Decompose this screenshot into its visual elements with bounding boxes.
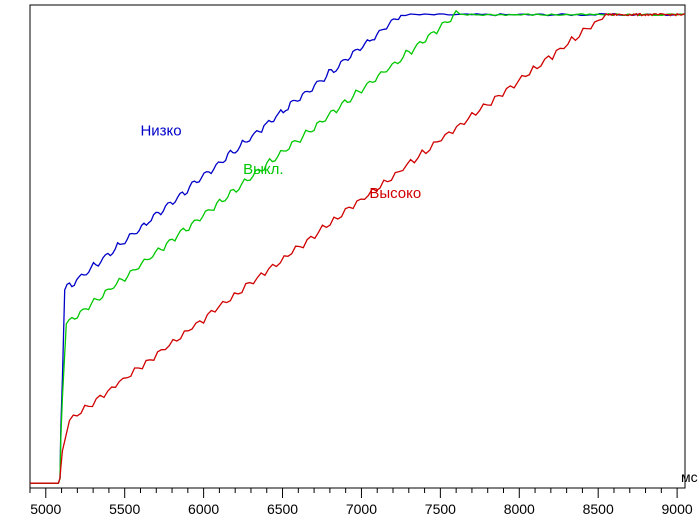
series-label: Низко [140,122,181,139]
series-label: Выкл. [243,161,283,178]
series-label: Высоко [369,185,421,202]
x-tick-label: 6500 [267,501,298,517]
x-tick-label: 9000 [662,501,693,517]
x-tick-label: 5500 [109,501,140,517]
x-tick-label: 8000 [504,501,535,517]
x-tick-label: 5000 [30,501,61,517]
x-tick-label: 8500 [583,501,614,517]
plot-border [30,5,685,488]
x-tick-label: 6000 [188,501,219,517]
series-line [30,14,685,484]
series-labels: Низко Выкл. Высоко [140,122,421,202]
x-axis-unit-label: мс [681,469,698,485]
series-line [30,14,685,484]
line-chart: 500055006000650070007500800085009000 мс … [0,0,699,530]
series-line [30,11,685,483]
x-axis-labels: 5000 5500 6000 6500 7000 7500 8000 8500 9000 [30,501,693,517]
chart-container: 500055006000650070007500800085009000 мс … [0,0,699,530]
series-lines [30,11,685,483]
x-tick-label: 7500 [425,501,456,517]
x-axis-ticks [30,488,677,498]
x-tick-label: 7000 [346,501,377,517]
